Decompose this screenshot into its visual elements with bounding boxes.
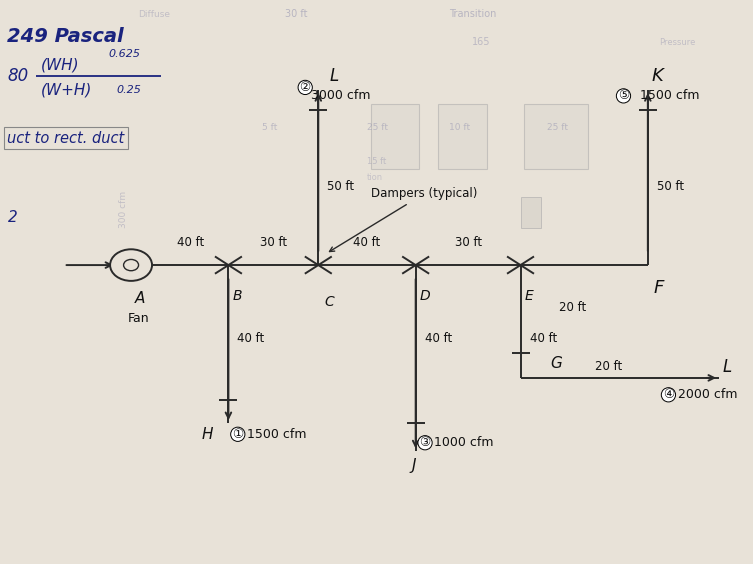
Text: 30 ft: 30 ft	[285, 9, 307, 19]
Text: Fan: Fan	[127, 312, 149, 325]
Text: 30 ft: 30 ft	[260, 236, 287, 249]
Circle shape	[123, 259, 139, 271]
Bar	[520, 197, 541, 228]
Bar	[370, 104, 419, 169]
Text: 25 ft: 25 ft	[547, 123, 568, 132]
Text: Pressure: Pressure	[659, 38, 696, 47]
Text: 1500 cfm: 1500 cfm	[247, 428, 306, 441]
Text: 165: 165	[472, 37, 490, 47]
Text: ①: ①	[232, 428, 243, 441]
Text: 0.625: 0.625	[108, 49, 141, 59]
Text: K: K	[651, 67, 663, 85]
Text: 3000 cfm: 3000 cfm	[311, 89, 370, 103]
Text: 249 Pascal: 249 Pascal	[8, 27, 124, 46]
Text: 300 cfm: 300 cfm	[119, 191, 128, 228]
Text: (WH): (WH)	[41, 58, 80, 72]
Text: 50 ft: 50 ft	[328, 179, 355, 193]
Text: G: G	[550, 356, 562, 371]
Text: 40 ft: 40 ft	[237, 332, 264, 345]
Text: Diffuse: Diffuse	[139, 10, 170, 19]
Text: F: F	[654, 279, 664, 297]
Text: 5 ft: 5 ft	[262, 123, 278, 132]
Text: 10 ft: 10 ft	[450, 123, 471, 132]
Text: Dampers (typical): Dampers (typical)	[330, 187, 477, 252]
Text: 25 ft: 25 ft	[367, 123, 388, 132]
Bar	[524, 104, 588, 169]
Text: 20 ft: 20 ft	[559, 301, 587, 314]
Text: 1000 cfm: 1000 cfm	[434, 436, 494, 450]
Text: D: D	[419, 289, 430, 303]
Text: uct to rect. duct: uct to rect. duct	[8, 131, 125, 146]
Text: ②: ②	[300, 81, 311, 94]
Text: 20 ft: 20 ft	[596, 360, 623, 373]
Text: ③: ③	[419, 436, 431, 450]
Text: (W+H): (W+H)	[41, 83, 93, 98]
Text: Transition: Transition	[450, 9, 497, 19]
Text: 2: 2	[8, 210, 17, 224]
Text: H: H	[202, 427, 213, 442]
Text: 1500 cfm: 1500 cfm	[640, 89, 700, 103]
Text: ④: ④	[663, 388, 674, 402]
Bar	[438, 104, 486, 169]
Text: L: L	[723, 358, 732, 376]
Text: E: E	[524, 289, 533, 303]
Text: 50 ft: 50 ft	[657, 179, 684, 193]
Text: 15 ft: 15 ft	[367, 157, 386, 166]
Text: 40 ft: 40 ft	[353, 236, 380, 249]
Text: C: C	[325, 295, 334, 309]
Circle shape	[110, 249, 152, 281]
Text: ⑤: ⑤	[618, 89, 629, 103]
Text: tion: tion	[367, 174, 383, 183]
Text: 40 ft: 40 ft	[425, 332, 452, 345]
Text: 40 ft: 40 ft	[177, 236, 204, 249]
Text: B: B	[232, 289, 242, 303]
Text: J: J	[412, 458, 416, 473]
Text: 30 ft: 30 ft	[455, 236, 482, 249]
Text: 80: 80	[8, 67, 29, 85]
Text: A: A	[135, 292, 145, 306]
Text: 2000 cfm: 2000 cfm	[678, 388, 737, 402]
Text: 40 ft: 40 ft	[529, 332, 556, 345]
Text: L: L	[330, 67, 339, 85]
Text: 0.25: 0.25	[116, 85, 141, 95]
